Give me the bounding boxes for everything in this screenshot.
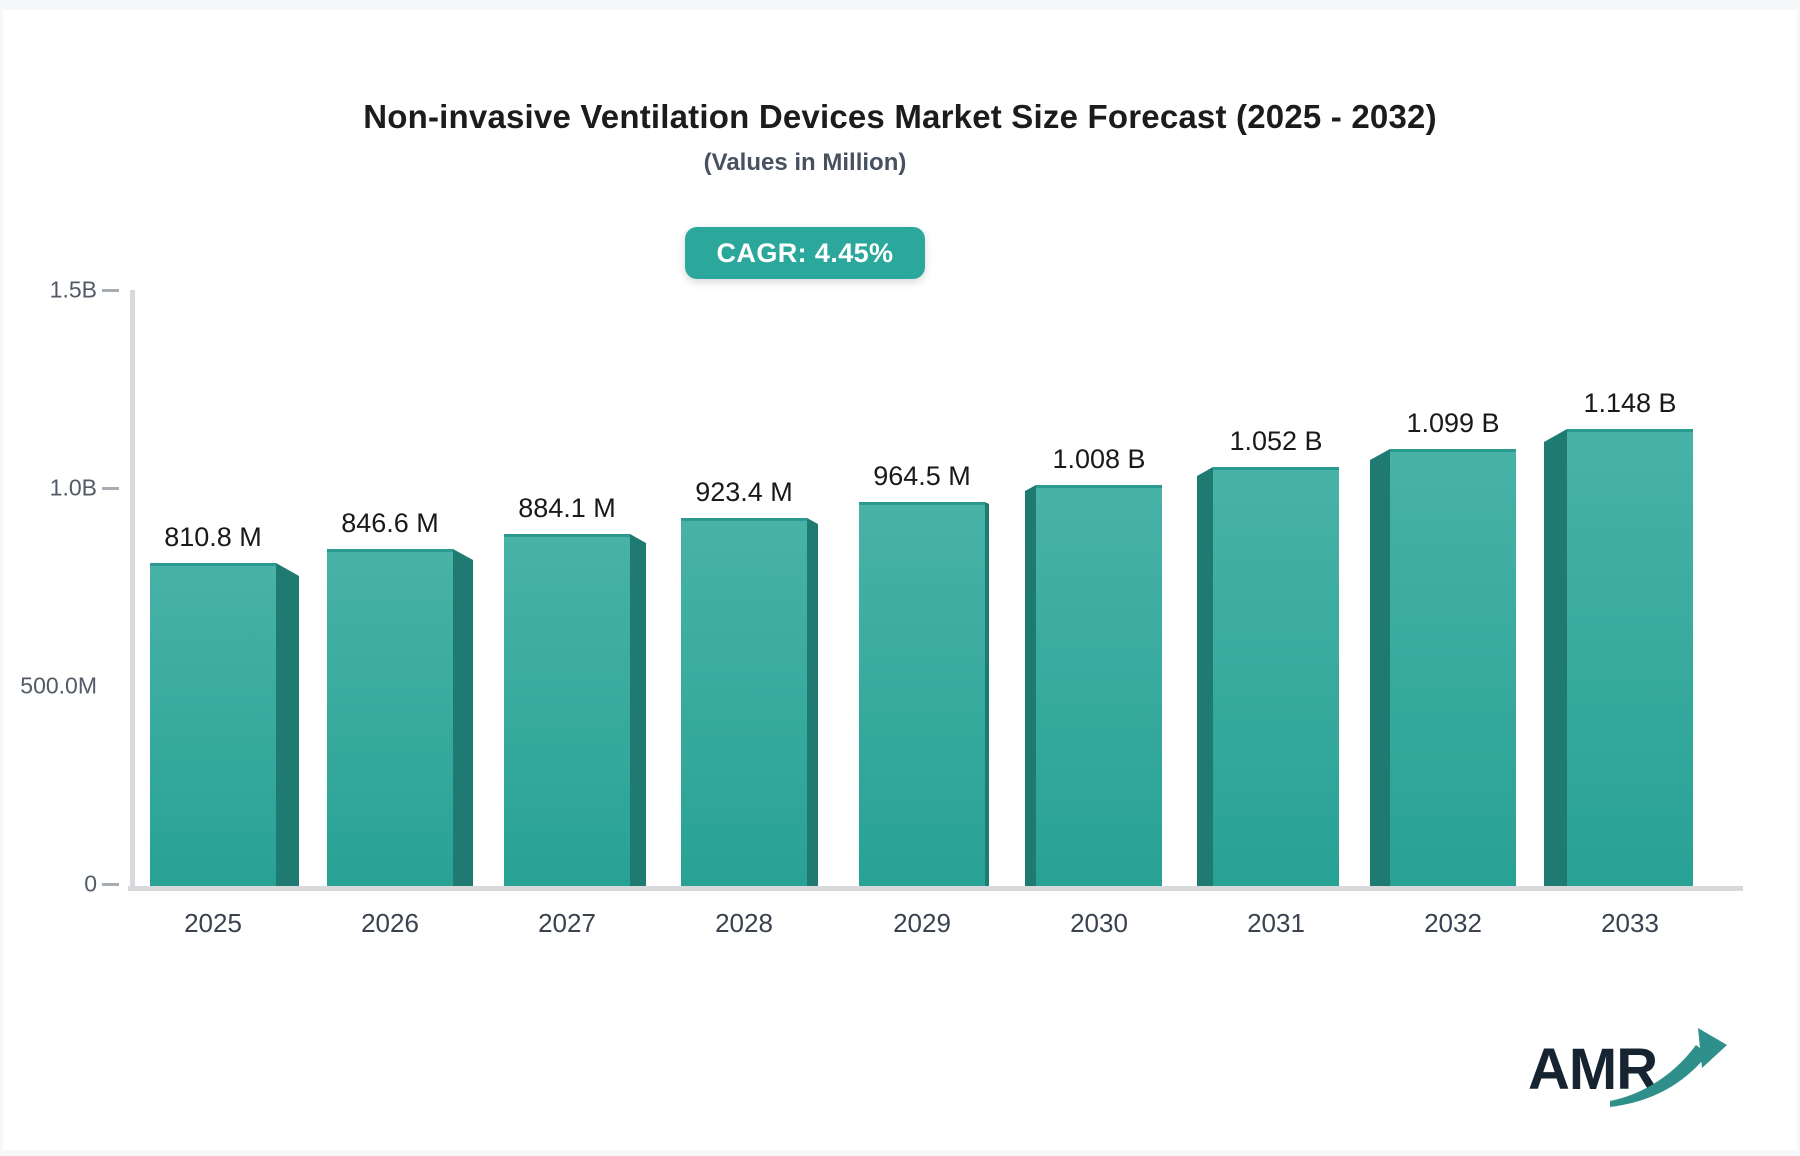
x-axis-label-2025: 2025 <box>184 908 242 938</box>
bar-side-face <box>1544 429 1567 886</box>
bar-2028 <box>681 518 818 886</box>
x-axis-label-2026: 2026 <box>361 908 419 938</box>
bar-front-face <box>681 518 807 886</box>
bar-2033 <box>1544 429 1693 886</box>
bar-value-label: 1.148 B <box>1583 388 1677 418</box>
bar-front-face <box>1567 429 1693 886</box>
bar-value-label: 810.8 M <box>164 522 262 552</box>
y-axis-line <box>130 290 135 888</box>
bar-value-label: 1.099 B <box>1406 408 1500 438</box>
bar-side-face <box>453 549 473 886</box>
bar-front-face <box>1390 449 1516 886</box>
bar-2030 <box>1025 485 1162 886</box>
bar-2032 <box>1370 449 1516 886</box>
x-axis-label-2033: 2033 <box>1601 908 1659 938</box>
y-axis-label: 1.0B <box>49 474 97 501</box>
bar-2031 <box>1197 467 1339 886</box>
bar-front-face <box>1213 467 1339 886</box>
cagr-badge-label: CAGR: 4.45% <box>716 237 894 268</box>
bar-2026 <box>327 549 473 886</box>
y-axis-label: 500.0M <box>20 672 97 699</box>
x-axis-baseline <box>128 886 1743 891</box>
bar-side-face <box>985 502 989 886</box>
bar-side-face <box>807 518 818 886</box>
amr-logo-text: AMR <box>1528 1037 1658 1102</box>
bar-2027 <box>504 534 646 886</box>
x-axis-label-2031: 2031 <box>1247 908 1305 938</box>
bar-2029 <box>859 502 989 886</box>
bar-value-label: 1.008 B <box>1052 444 1146 474</box>
bar-value-label: 964.5 M <box>873 461 971 491</box>
x-axis-label-2030: 2030 <box>1070 908 1128 938</box>
y-axis-label: 1.5B <box>49 276 97 303</box>
cagr-badge: CAGR: 4.45% <box>685 227 925 279</box>
bar-front-face <box>504 534 630 886</box>
bar-side-face <box>276 563 299 886</box>
y-axis-tick <box>102 883 119 886</box>
chart-title: Non-invasive Ventilation Devices Market … <box>363 98 1437 135</box>
bar-front-face <box>327 549 453 886</box>
amr-logo: AMR <box>1528 1028 1728 1118</box>
x-axis-label-2028: 2028 <box>715 908 773 938</box>
bar-side-face <box>1370 449 1390 886</box>
bar-value-label: 846.6 M <box>341 508 439 538</box>
y-axis-label: 0 <box>84 870 97 897</box>
growth-arrow-icon <box>1610 1028 1727 1107</box>
bar-side-face <box>1197 467 1213 886</box>
bar-front-face <box>150 563 276 886</box>
x-axis-label-2032: 2032 <box>1424 908 1482 938</box>
bar-side-face <box>630 534 646 886</box>
chart-subtitle: (Values in Million) <box>703 149 907 176</box>
bar-front-face <box>859 502 985 886</box>
bar-value-label: 923.4 M <box>695 477 793 507</box>
bar-front-face <box>1036 485 1162 886</box>
bar-2025 <box>150 563 299 886</box>
bar-value-label: 1.052 B <box>1229 426 1323 456</box>
bar-value-label: 884.1 M <box>518 493 616 523</box>
y-axis-tick <box>102 289 119 292</box>
bar-side-face <box>1025 485 1036 886</box>
x-axis-label-2027: 2027 <box>538 908 596 938</box>
x-axis-label-2029: 2029 <box>893 908 951 938</box>
y-axis-tick <box>102 487 119 490</box>
